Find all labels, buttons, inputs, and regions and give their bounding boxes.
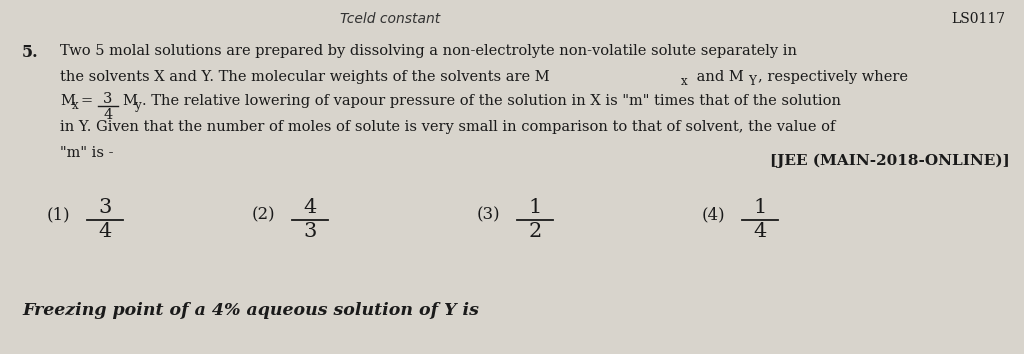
- Text: x: x: [72, 99, 79, 112]
- Text: (4): (4): [701, 206, 725, 223]
- Text: 3: 3: [98, 198, 112, 217]
- Text: 3: 3: [303, 222, 316, 241]
- Text: M: M: [60, 94, 75, 108]
- Text: LS0117: LS0117: [951, 12, 1005, 26]
- Text: Y: Y: [748, 75, 756, 88]
- Text: M: M: [122, 94, 137, 108]
- Text: 1: 1: [754, 198, 767, 217]
- Text: (3): (3): [476, 206, 500, 223]
- Text: 4: 4: [754, 222, 767, 241]
- Text: 4: 4: [98, 222, 112, 241]
- Text: , respectively where: , respectively where: [758, 70, 908, 84]
- Text: 2: 2: [528, 222, 542, 241]
- Text: "m" is -: "m" is -: [60, 146, 114, 160]
- Text: . The relative lowering of vapour pressure of the solution in X is "m" times tha: . The relative lowering of vapour pressu…: [142, 94, 841, 108]
- Text: Tceld constant: Tceld constant: [340, 12, 440, 26]
- Text: =: =: [80, 94, 92, 108]
- Text: (1): (1): [46, 206, 70, 223]
- Text: y: y: [134, 99, 140, 112]
- Text: and M: and M: [692, 70, 743, 84]
- Text: Two 5 molal solutions are prepared by dissolving a non-electrolyte non-volatile : Two 5 molal solutions are prepared by di…: [60, 44, 797, 58]
- Text: (2): (2): [251, 206, 275, 223]
- Text: 4: 4: [303, 198, 316, 217]
- Text: in Y. Given that the number of moles of solute is very small in comparison to th: in Y. Given that the number of moles of …: [60, 120, 836, 134]
- Text: the solvents X and Y. The molecular weights of the solvents are M: the solvents X and Y. The molecular weig…: [60, 70, 550, 84]
- Text: Freezing point of a 4% aqueous solution of Y is: Freezing point of a 4% aqueous solution …: [22, 302, 479, 319]
- Text: 5.: 5.: [22, 44, 39, 61]
- Text: x: x: [681, 75, 688, 88]
- Text: 1: 1: [528, 198, 542, 217]
- Text: 3: 3: [103, 92, 113, 106]
- Text: [JEE (MAIN-2018-ONLINE)]: [JEE (MAIN-2018-ONLINE)]: [770, 154, 1010, 169]
- Text: 4: 4: [103, 108, 113, 122]
